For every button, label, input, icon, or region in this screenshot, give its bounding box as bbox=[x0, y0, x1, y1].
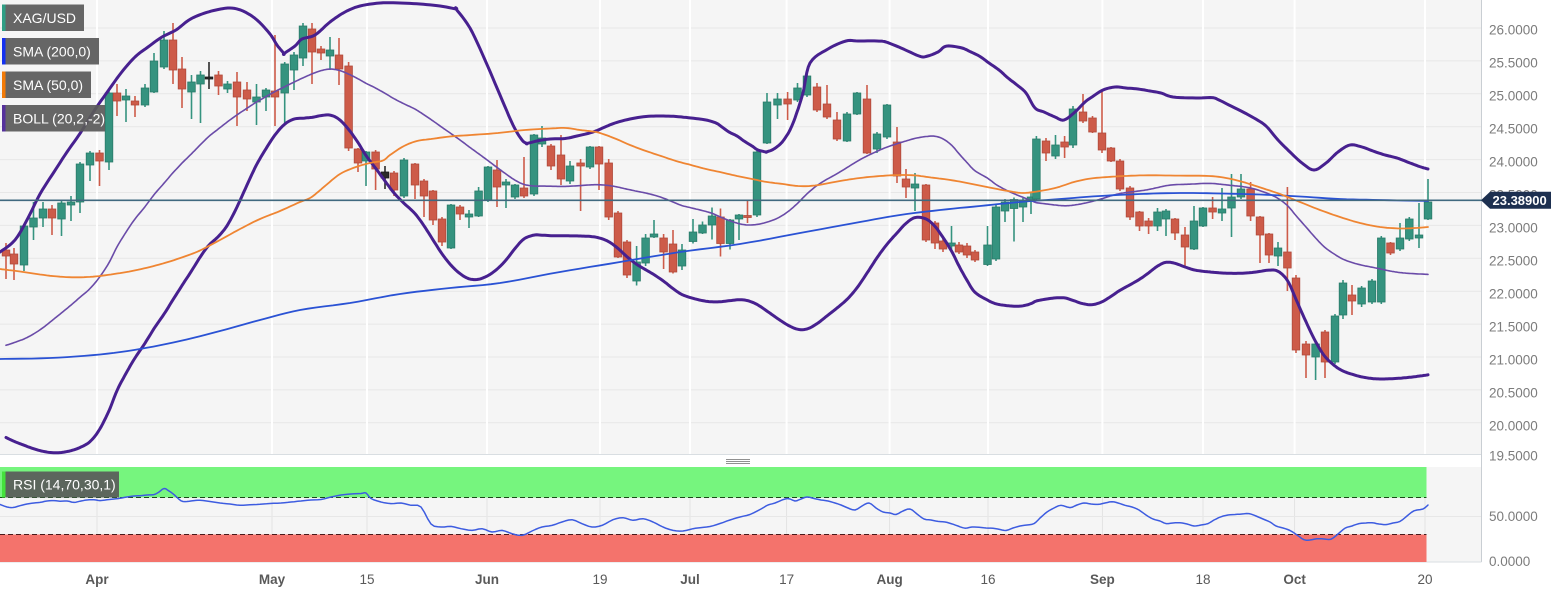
svg-text:24.0000: 24.0000 bbox=[1489, 155, 1538, 170]
svg-text:50.0000: 50.0000 bbox=[1489, 509, 1538, 524]
svg-text:0.0000: 0.0000 bbox=[1489, 554, 1530, 569]
svg-text:Aug: Aug bbox=[876, 572, 902, 587]
svg-text:Sep: Sep bbox=[1090, 572, 1115, 587]
svg-text:20.0000: 20.0000 bbox=[1489, 419, 1538, 434]
svg-text:Jul: Jul bbox=[680, 572, 700, 587]
svg-text:22.0000: 22.0000 bbox=[1489, 287, 1538, 302]
svg-text:RSI (14,70,30,1): RSI (14,70,30,1) bbox=[13, 477, 116, 493]
svg-text:26.0000: 26.0000 bbox=[1489, 23, 1538, 38]
svg-text:17: 17 bbox=[779, 572, 794, 587]
svg-text:XAG/USD: XAG/USD bbox=[13, 10, 76, 26]
svg-text:SMA (50,0): SMA (50,0) bbox=[13, 77, 83, 93]
svg-text:21.0000: 21.0000 bbox=[1489, 353, 1538, 368]
svg-text:Jun: Jun bbox=[475, 572, 499, 587]
svg-text:16: 16 bbox=[980, 572, 995, 587]
svg-text:22.5000: 22.5000 bbox=[1489, 254, 1538, 269]
svg-text:23.0000: 23.0000 bbox=[1489, 221, 1538, 236]
svg-text:15: 15 bbox=[359, 572, 374, 587]
svg-text:23.38900: 23.38900 bbox=[1493, 193, 1547, 208]
svg-text:Oct: Oct bbox=[1283, 572, 1306, 587]
svg-text:SMA (200,0): SMA (200,0) bbox=[13, 43, 91, 59]
svg-text:20.5000: 20.5000 bbox=[1489, 386, 1538, 401]
svg-text:21.5000: 21.5000 bbox=[1489, 320, 1538, 335]
svg-text:25.5000: 25.5000 bbox=[1489, 56, 1538, 71]
svg-text:20: 20 bbox=[1417, 572, 1432, 587]
svg-text:19.5000: 19.5000 bbox=[1489, 449, 1538, 464]
svg-text:Apr: Apr bbox=[85, 572, 109, 587]
svg-text:BOLL (20,2,-2): BOLL (20,2,-2) bbox=[13, 110, 105, 126]
svg-text:25.0000: 25.0000 bbox=[1489, 89, 1538, 104]
svg-text:19: 19 bbox=[592, 572, 607, 587]
svg-text:May: May bbox=[259, 572, 286, 587]
svg-text:24.5000: 24.5000 bbox=[1489, 122, 1538, 137]
svg-text:18: 18 bbox=[1195, 572, 1210, 587]
